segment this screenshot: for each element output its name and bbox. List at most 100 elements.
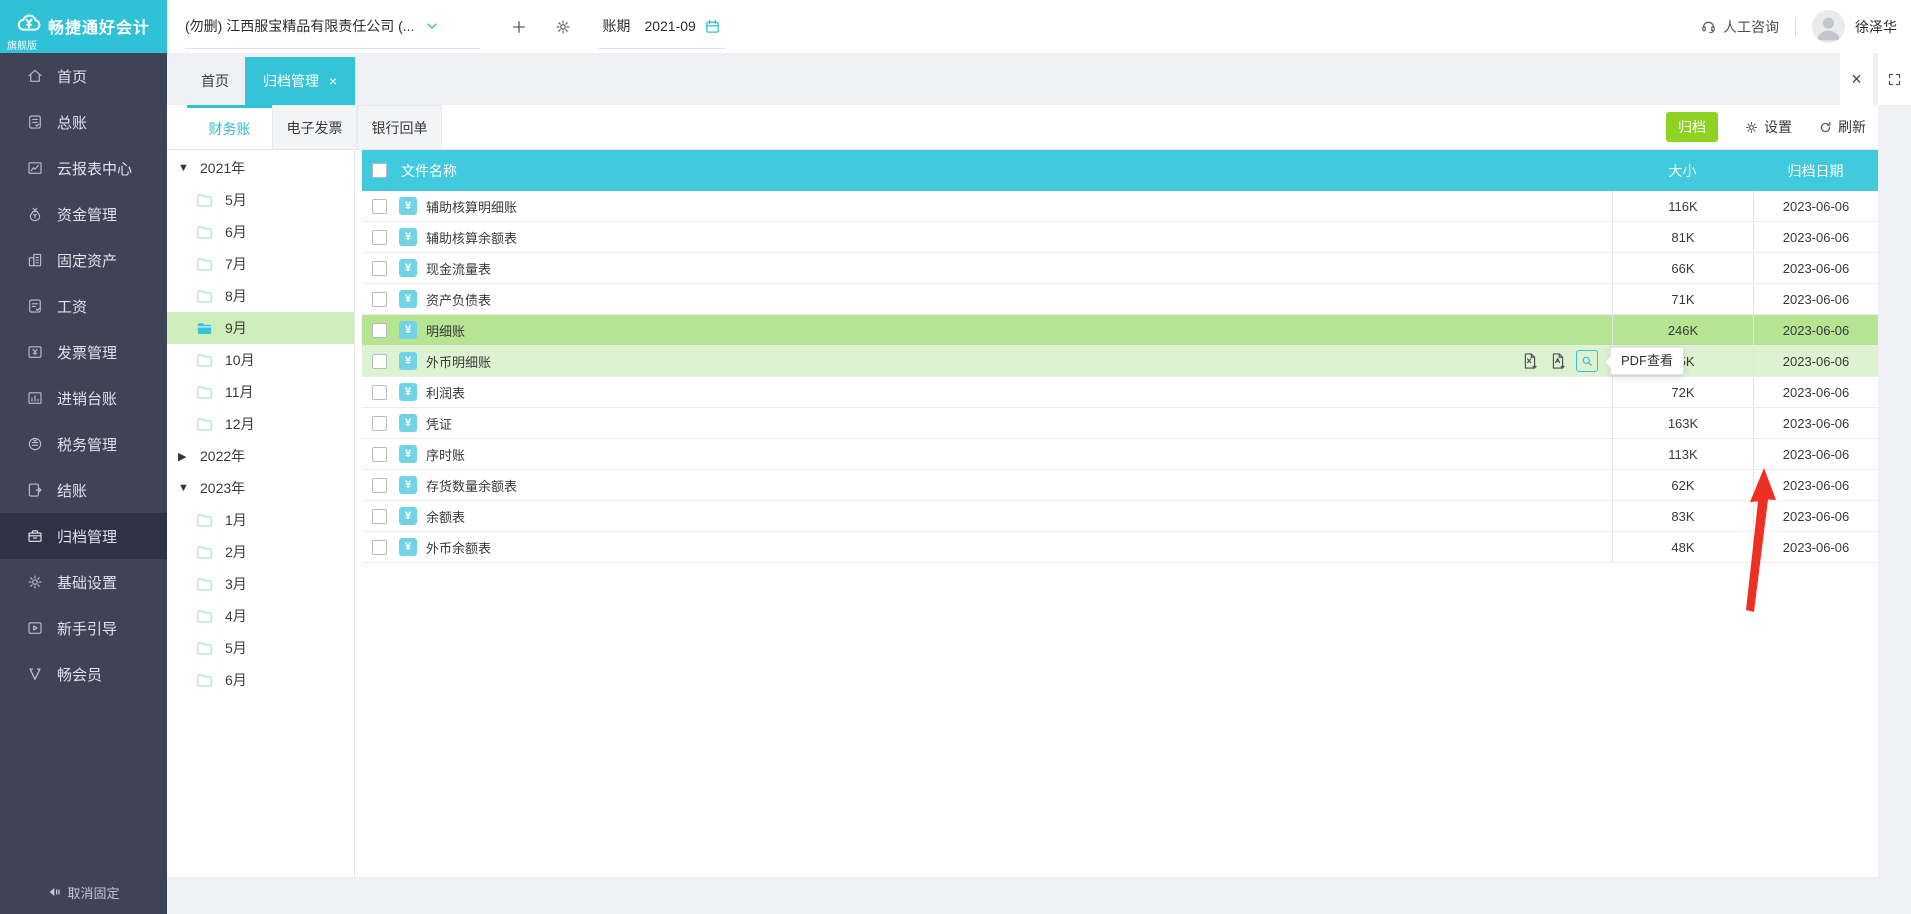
row-checkbox[interactable] xyxy=(372,322,387,338)
sidebar-item-资金管理[interactable]: 资金管理 xyxy=(0,191,167,237)
sidebar-item-首页[interactable]: 首页 xyxy=(0,53,167,99)
file-name: 存货数量余额表 xyxy=(426,478,518,494)
tree-month-9月[interactable]: 9月 xyxy=(167,312,354,344)
tree-month-4月[interactable]: 4月 xyxy=(167,600,354,632)
unpin-sidebar-button[interactable]: 取消固定 xyxy=(0,870,167,914)
table-row[interactable]: ¥ 利润表 72K 2023-06-06 xyxy=(362,377,1878,408)
tree-month-12月[interactable]: 12月 xyxy=(167,408,354,440)
tree-month-10月[interactable]: 10月 xyxy=(167,344,354,376)
row-checkbox[interactable] xyxy=(372,260,387,276)
settings-button[interactable]: 设置 xyxy=(1744,117,1792,137)
table-row[interactable]: ¥ 明细账 246K 2023-06-06 xyxy=(362,315,1878,346)
row-checkbox[interactable] xyxy=(372,508,387,524)
tree-year-2022年[interactable]: ▶ 2022年 xyxy=(167,440,354,472)
sidebar-item-基础设置[interactable]: 基础设置 xyxy=(0,559,167,605)
sidebar-item-云报表中心[interactable]: 云报表中心 xyxy=(0,145,167,191)
row-checkbox[interactable] xyxy=(372,477,387,493)
sidebar-item-结账[interactable]: 结账 xyxy=(0,467,167,513)
table-row[interactable]: ¥ 存货数量余额表 62K 2023-06-06 xyxy=(362,470,1878,501)
tree-month-11月[interactable]: 11月 xyxy=(167,376,354,408)
tree-month-6月[interactable]: 6月 xyxy=(167,216,354,248)
sidebar-item-label: 基础设置 xyxy=(57,574,118,592)
table-row[interactable]: ¥ 资产负债表 71K 2023-06-06 xyxy=(362,284,1878,315)
period-value[interactable]: 2021-09 xyxy=(644,18,696,34)
table-row[interactable]: ¥ 现金流量表 66K 2023-06-06 xyxy=(362,253,1878,284)
folder-icon xyxy=(195,639,214,658)
folder-icon xyxy=(195,255,214,274)
sidebar-item-归档管理[interactable]: 归档管理 xyxy=(0,513,167,559)
sidebar-item-畅会员[interactable]: 畅会员 xyxy=(0,651,167,697)
close-tabs-button[interactable]: × xyxy=(1840,53,1873,105)
username[interactable]: 徐泽华 xyxy=(1855,18,1897,35)
triangle-down-icon[interactable]: ▼ xyxy=(178,162,189,174)
support-button[interactable]: 人工咨询 xyxy=(1700,17,1779,37)
avatar[interactable] xyxy=(1812,10,1845,43)
calendar-icon[interactable] xyxy=(704,18,721,35)
tree-month-5月[interactable]: 5月 xyxy=(167,184,354,216)
row-checkbox[interactable] xyxy=(372,291,387,307)
account-settings-gear-icon[interactable] xyxy=(554,18,572,36)
table-row[interactable]: PDF查看¥外币明细账45K2023-06-06 xyxy=(362,346,1878,377)
pdf-preview-icon[interactable] xyxy=(1576,350,1598,372)
row-checkbox[interactable] xyxy=(372,415,387,431)
sidebar-item-固定资产[interactable]: 固定资产 xyxy=(0,237,167,283)
add-company-icon[interactable] xyxy=(510,18,528,36)
tree-year-2021年[interactable]: ▼ 2021年 xyxy=(167,152,354,184)
close-tab-icon[interactable]: × xyxy=(329,73,338,89)
tree-month-3月[interactable]: 3月 xyxy=(167,568,354,600)
table-row[interactable]: ¥ 凭证 163K 2023-06-06 xyxy=(362,408,1878,439)
sidebar-item-工资[interactable]: 工资 xyxy=(0,283,167,329)
table-row[interactable]: ¥ 辅助核算明细账 116K 2023-06-06 xyxy=(362,191,1878,222)
table-row[interactable]: ¥ 序时账 113K 2023-06-06 xyxy=(362,439,1878,470)
sidebar-item-税务管理[interactable]: 税务管理 xyxy=(0,421,167,467)
tree-month-1月[interactable]: 1月 xyxy=(167,504,354,536)
row-checkbox[interactable] xyxy=(372,229,387,245)
refresh-label: 刷新 xyxy=(1838,119,1866,135)
excel-download-icon[interactable] xyxy=(1520,351,1540,371)
subtab-电子发票[interactable]: 电子发票 xyxy=(272,105,357,149)
select-all-checkbox[interactable] xyxy=(372,163,387,178)
tree-month-7月[interactable]: 7月 xyxy=(167,248,354,280)
triangle-right-icon[interactable]: ▶ xyxy=(178,450,187,463)
brand-title: 畅捷通好会计 xyxy=(48,20,151,37)
fullscreen-button[interactable] xyxy=(1878,53,1911,105)
tree-month-5月[interactable]: 5月 xyxy=(167,632,354,664)
file-icon: ¥ xyxy=(399,383,417,401)
file-name-cell: ¥ 利润表 xyxy=(362,383,1612,402)
page-tab-归档管理[interactable]: 归档管理 × xyxy=(245,57,356,105)
sidebar-item-进销台账[interactable]: 进销台账 xyxy=(0,375,167,421)
company-selector[interactable]: (勿删) 江西服宝精品有限责任公司 (... xyxy=(185,5,481,49)
row-checkbox[interactable] xyxy=(372,446,387,462)
ledger-icon xyxy=(26,113,44,131)
archive-button[interactable]: 归档 xyxy=(1666,112,1718,142)
subtab-财务账[interactable]: 财务账 xyxy=(187,105,272,149)
row-checkbox[interactable] xyxy=(372,384,387,400)
row-checkbox[interactable] xyxy=(372,353,387,369)
row-checkbox[interactable] xyxy=(372,539,387,555)
table-row[interactable]: ¥ 余额表 83K 2023-06-06 xyxy=(362,501,1878,532)
sidebar-item-总账[interactable]: 总账 xyxy=(0,99,167,145)
triangle-down-icon[interactable]: ▼ xyxy=(178,482,189,494)
subtab-银行回单[interactable]: 银行回单 xyxy=(357,105,442,149)
tree-year-2023年[interactable]: ▼ 2023年 xyxy=(167,472,354,504)
sidebar-item-新手引导[interactable]: 新手引导 xyxy=(0,605,167,651)
row-checkbox[interactable] xyxy=(372,198,387,214)
refresh-button[interactable]: 刷新 xyxy=(1818,117,1866,137)
tree-month-8月[interactable]: 8月 xyxy=(167,280,354,312)
table-row[interactable]: ¥ 辅助核算余额表 81K 2023-06-06 xyxy=(362,222,1878,253)
sidebar-nav: 首页 总账 云报表中心 资金管理固定资产工资 发票管理 进销台账 税务管理 结账 归档管理基础设… xyxy=(0,53,167,870)
file-name-cell: ¥ 存货数量余额表 xyxy=(362,476,1612,495)
file-name-cell: ¥ 凭证 xyxy=(362,414,1612,433)
gear-icon xyxy=(1744,120,1759,135)
chevron-down-icon[interactable] xyxy=(424,18,440,34)
page-tab-label: 归档管理 xyxy=(263,73,319,89)
tree-month-2月[interactable]: 2月 xyxy=(167,536,354,568)
file-icon: ¥ xyxy=(399,197,417,215)
page-tab-首页[interactable]: 首页 xyxy=(185,57,245,105)
sidebar-item-label: 固定资产 xyxy=(57,252,118,270)
pdf-download-icon[interactable] xyxy=(1548,351,1568,371)
folder-icon xyxy=(195,511,214,530)
sidebar-item-发票管理[interactable]: 发票管理 xyxy=(0,329,167,375)
table-row[interactable]: ¥ 外币余额表 48K 2023-06-06 xyxy=(362,532,1878,563)
tree-month-6月[interactable]: 6月 xyxy=(167,664,354,696)
